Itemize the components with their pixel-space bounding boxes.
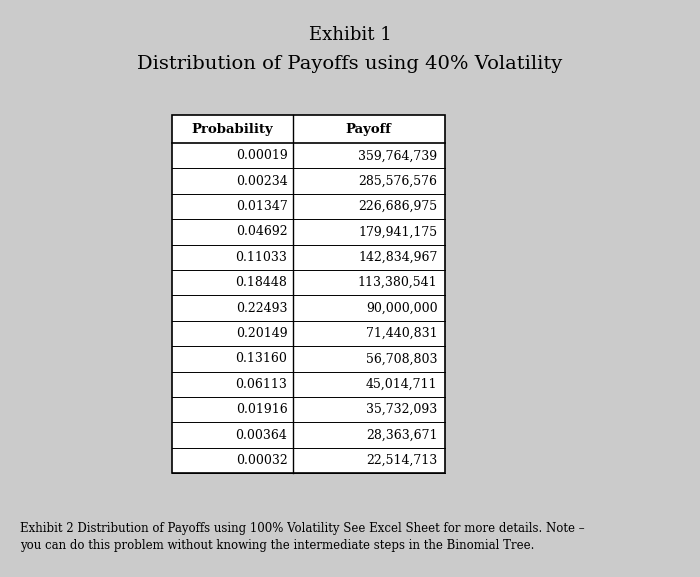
Text: 90,000,000: 90,000,000 xyxy=(366,302,438,314)
Text: Distribution of Payoffs using 40% Volatility: Distribution of Payoffs using 40% Volati… xyxy=(137,55,563,73)
Text: 0.01916: 0.01916 xyxy=(236,403,288,416)
Text: 0.00019: 0.00019 xyxy=(236,149,288,162)
Text: 359,764,739: 359,764,739 xyxy=(358,149,438,162)
Text: 179,941,175: 179,941,175 xyxy=(358,226,438,238)
Text: Probability: Probability xyxy=(191,123,273,136)
Text: 0.00032: 0.00032 xyxy=(236,454,288,467)
Text: 142,834,967: 142,834,967 xyxy=(358,251,438,264)
Text: you can do this problem without knowing the intermediate steps in the Binomial T: you can do this problem without knowing … xyxy=(20,539,534,553)
Text: Exhibit 2 Distribution of Payoffs using 100% Volatility See Excel Sheet for more: Exhibit 2 Distribution of Payoffs using … xyxy=(20,522,584,535)
Text: 71,440,831: 71,440,831 xyxy=(366,327,438,340)
Text: 0.04692: 0.04692 xyxy=(236,226,288,238)
Text: 22,514,713: 22,514,713 xyxy=(366,454,438,467)
Text: Exhibit 1: Exhibit 1 xyxy=(309,26,391,44)
Text: 0.22493: 0.22493 xyxy=(236,302,288,314)
Text: 35,732,093: 35,732,093 xyxy=(366,403,438,416)
Text: 113,380,541: 113,380,541 xyxy=(358,276,438,289)
Text: 0.18448: 0.18448 xyxy=(235,276,288,289)
Text: 0.11033: 0.11033 xyxy=(235,251,288,264)
Text: 0.00234: 0.00234 xyxy=(236,175,288,188)
Text: 0.13160: 0.13160 xyxy=(235,353,288,365)
Text: 226,686,975: 226,686,975 xyxy=(358,200,438,213)
Text: 45,014,711: 45,014,711 xyxy=(366,378,438,391)
Text: 0.00364: 0.00364 xyxy=(235,429,288,441)
Text: 0.06113: 0.06113 xyxy=(235,378,288,391)
Text: 0.01347: 0.01347 xyxy=(236,200,288,213)
Text: 0.20149: 0.20149 xyxy=(236,327,288,340)
Text: 285,576,576: 285,576,576 xyxy=(358,175,438,188)
Text: 56,708,803: 56,708,803 xyxy=(366,353,438,365)
Text: 28,363,671: 28,363,671 xyxy=(366,429,438,441)
Text: Payoff: Payoff xyxy=(346,123,392,136)
